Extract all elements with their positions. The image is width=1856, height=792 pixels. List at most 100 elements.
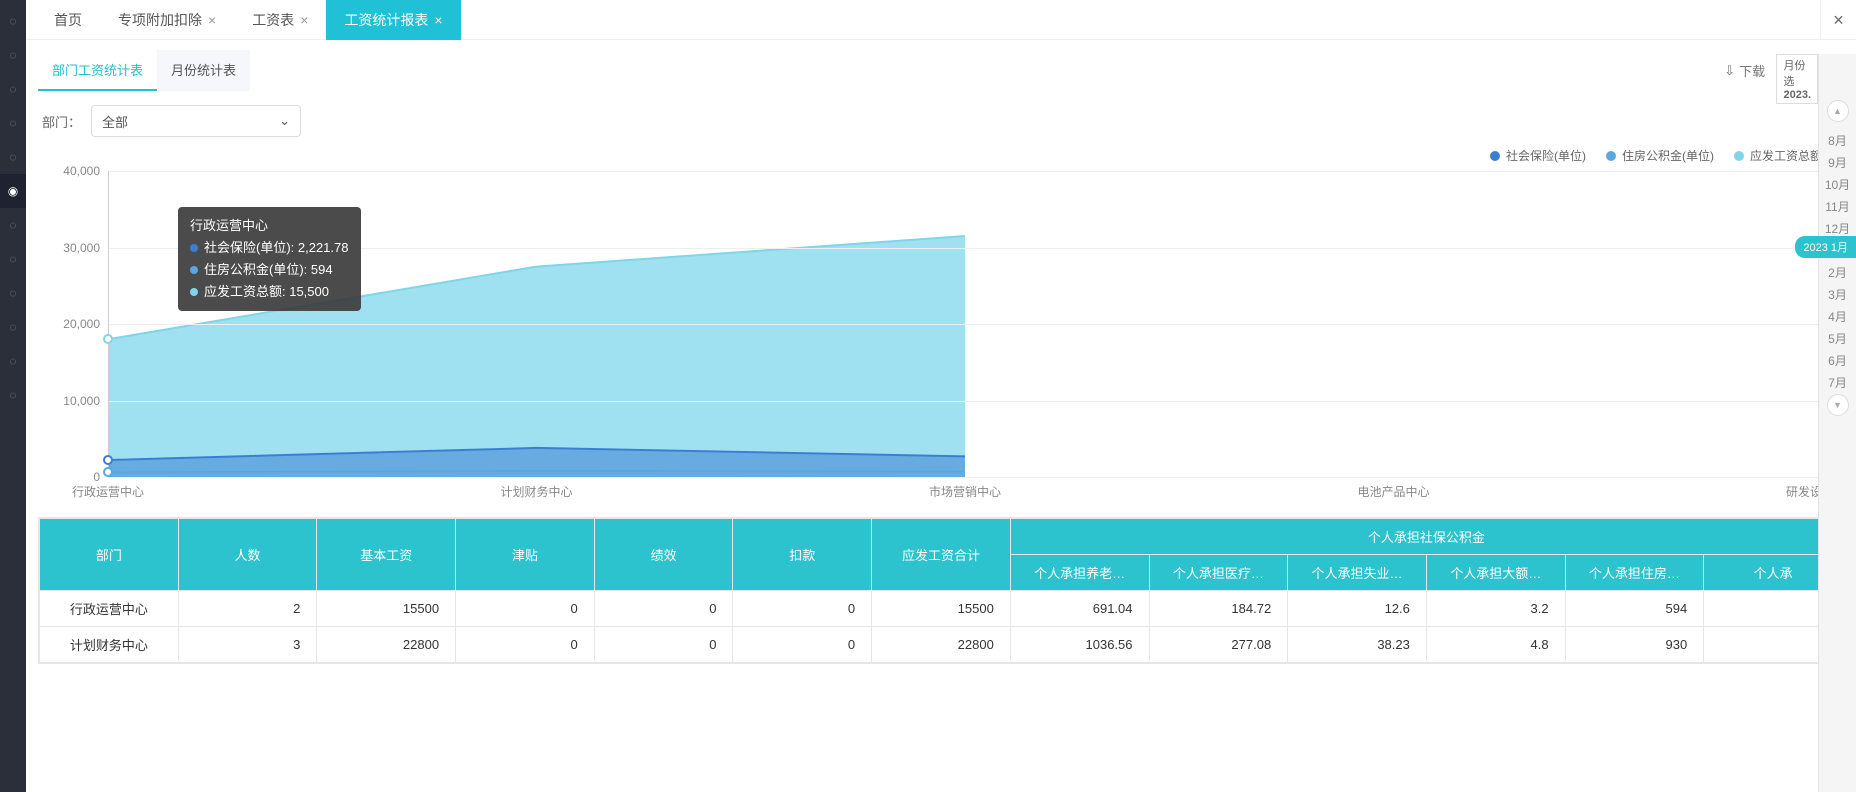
nav-icon[interactable]: ◌: [0, 208, 26, 242]
chart-plot[interactable]: 010,00020,00030,00040,000行政运营中心计划财务中心市场营…: [108, 171, 1822, 477]
subtab-dept[interactable]: 部门工资统计表: [38, 50, 157, 91]
table-row[interactable]: 计划财务中心322800000228001036.56277.0838.234.…: [40, 627, 1843, 663]
left-nav: ◌ ◌ ◌ ◌ ◌ ◉ ◌ ◌ ◌ ◌ ◌ ◌: [0, 0, 26, 792]
month-up-button[interactable]: ▲: [1827, 100, 1849, 122]
table-header: 个人承担失业…: [1288, 555, 1427, 591]
nav-icon[interactable]: ◌: [0, 378, 26, 412]
table-cell: 1036.56: [1010, 627, 1149, 663]
table-cell: 930: [1565, 627, 1704, 663]
table-row[interactable]: 行政运营中心21550000015500691.04184.7212.63.25…: [40, 591, 1843, 627]
legend-dot-icon: [1490, 151, 1500, 161]
y-axis-label: 30,000: [63, 241, 108, 255]
table-cell: 38.23: [1288, 627, 1427, 663]
table-header: 扣款: [733, 519, 872, 591]
legend-dot-icon: [1606, 151, 1616, 161]
month-item[interactable]: 3月: [1819, 280, 1856, 302]
data-table: 部门人数基本工资津贴绩效扣款应发工资合计个人承担社保公积金个人承担养老…个人承担…: [38, 517, 1844, 664]
month-panel: 月份选 2023. ▲ 8月9月10月11月12月1月2023 1月2月3月4月…: [1818, 54, 1856, 792]
month-item[interactable]: 7月: [1819, 368, 1856, 390]
chevron-up-icon: ▲: [1833, 106, 1842, 116]
tab-label: 首页: [54, 10, 82, 30]
table-cell: 594: [1565, 591, 1704, 627]
download-button[interactable]: ⇩下载: [1724, 61, 1765, 80]
legend-label: 社会保险(单位): [1506, 147, 1586, 164]
tab-label: 专项附加扣除: [118, 10, 202, 30]
table-header: 应发工资合计: [872, 519, 1011, 591]
legend-item[interactable]: 社会保险(单位): [1490, 147, 1586, 164]
tab-deduct[interactable]: 专项附加扣除 ×: [100, 0, 234, 40]
nav-icon[interactable]: ◌: [0, 310, 26, 344]
close-page-button[interactable]: ×: [1820, 0, 1856, 40]
chart-legend: 社会保险(单位) 住房公积金(单位) 应发工资总额: [1490, 147, 1822, 164]
year-badge: 2023 1月: [1795, 236, 1856, 258]
table-header: 基本工资: [317, 519, 456, 591]
table-header: 绩效: [594, 519, 733, 591]
nav-icon[interactable]: ◌: [0, 4, 26, 38]
peek-year: 2023.: [1783, 89, 1811, 101]
legend-item[interactable]: 应发工资总额: [1734, 147, 1822, 164]
y-axis-label: 20,000: [63, 317, 108, 331]
table-header: 个人承担医疗…: [1149, 555, 1288, 591]
nav-icon[interactable]: ◌: [0, 242, 26, 276]
tab-payroll[interactable]: 工资表×: [234, 0, 326, 40]
nav-icon[interactable]: ◌: [0, 140, 26, 174]
table-cell: 691.04: [1010, 591, 1149, 627]
table-cell: 0: [594, 627, 733, 663]
table-cell: 0: [456, 591, 595, 627]
table-group-header: 个人承担社保公积金: [1010, 519, 1842, 555]
x-axis-label: 市场营销中心: [929, 477, 1001, 500]
table-cell: 0: [594, 591, 733, 627]
chart-marker: [103, 455, 113, 465]
month-item[interactable]: 8月: [1819, 126, 1856, 148]
x-axis-label: 计划财务中心: [500, 477, 572, 500]
table-header: 个人承担养老…: [1010, 555, 1149, 591]
nav-icon[interactable]: ◌: [0, 276, 26, 310]
month-item[interactable]: 10月: [1819, 170, 1856, 192]
table-cell: 12.6: [1288, 591, 1427, 627]
table-header: 人数: [178, 519, 317, 591]
subtab-month[interactable]: 月份统计表: [157, 50, 250, 91]
tab-report[interactable]: 工资统计报表 ×: [326, 0, 460, 40]
month-item[interactable]: 4月: [1819, 302, 1856, 324]
close-icon[interactable]: ×: [300, 12, 308, 28]
table-header: 津贴: [456, 519, 595, 591]
nav-icon-active[interactable]: ◉: [0, 174, 26, 208]
table-cell: 0: [733, 627, 872, 663]
dept-select[interactable]: 全部 ⌄: [91, 105, 301, 137]
y-axis-label: 40,000: [63, 164, 108, 178]
table-cell: 2: [178, 591, 317, 627]
nav-icon[interactable]: ◌: [0, 72, 26, 106]
table-cell: 22800: [872, 627, 1011, 663]
legend-item[interactable]: 住房公积金(单位): [1606, 147, 1714, 164]
table-cell: 22800: [317, 627, 456, 663]
select-value: 全部: [102, 112, 128, 131]
table-header: 个人承担大额…: [1426, 555, 1565, 591]
month-panel-peek[interactable]: 月份选 2023.: [1776, 54, 1818, 104]
tab-home[interactable]: 首页: [36, 0, 100, 40]
month-item[interactable]: 9月: [1819, 148, 1856, 170]
legend-dot-icon: [1734, 151, 1744, 161]
peek-label: 月份选: [1783, 57, 1811, 89]
nav-icon[interactable]: ◌: [0, 106, 26, 140]
filter-label: 部门：: [42, 112, 81, 131]
close-icon[interactable]: ×: [434, 12, 442, 28]
month-item[interactable]: 2月: [1819, 258, 1856, 280]
month-item[interactable]: 12月: [1819, 214, 1856, 236]
table-cell: 3.2: [1426, 591, 1565, 627]
close-icon[interactable]: ×: [208, 12, 216, 28]
month-item[interactable]: 6月: [1819, 346, 1856, 368]
download-icon: ⇩: [1724, 63, 1735, 79]
chart-marker: [103, 467, 113, 477]
month-down-button[interactable]: ▼: [1827, 394, 1849, 416]
month-item[interactable]: 5月: [1819, 324, 1856, 346]
nav-icon[interactable]: ◌: [0, 38, 26, 72]
tab-label: 工资统计报表: [344, 10, 428, 30]
table-cell: 3: [178, 627, 317, 663]
month-item[interactable]: 11月: [1819, 192, 1856, 214]
chart-marker: [103, 334, 113, 344]
chart-hover-line: [108, 171, 109, 477]
chevron-down-icon: ⌄: [279, 113, 290, 129]
top-tabbar: 首页 专项附加扣除 × 工资表× 工资统计报表 × ×: [26, 0, 1856, 40]
y-axis-label: 10,000: [63, 394, 108, 408]
nav-icon[interactable]: ◌: [0, 344, 26, 378]
